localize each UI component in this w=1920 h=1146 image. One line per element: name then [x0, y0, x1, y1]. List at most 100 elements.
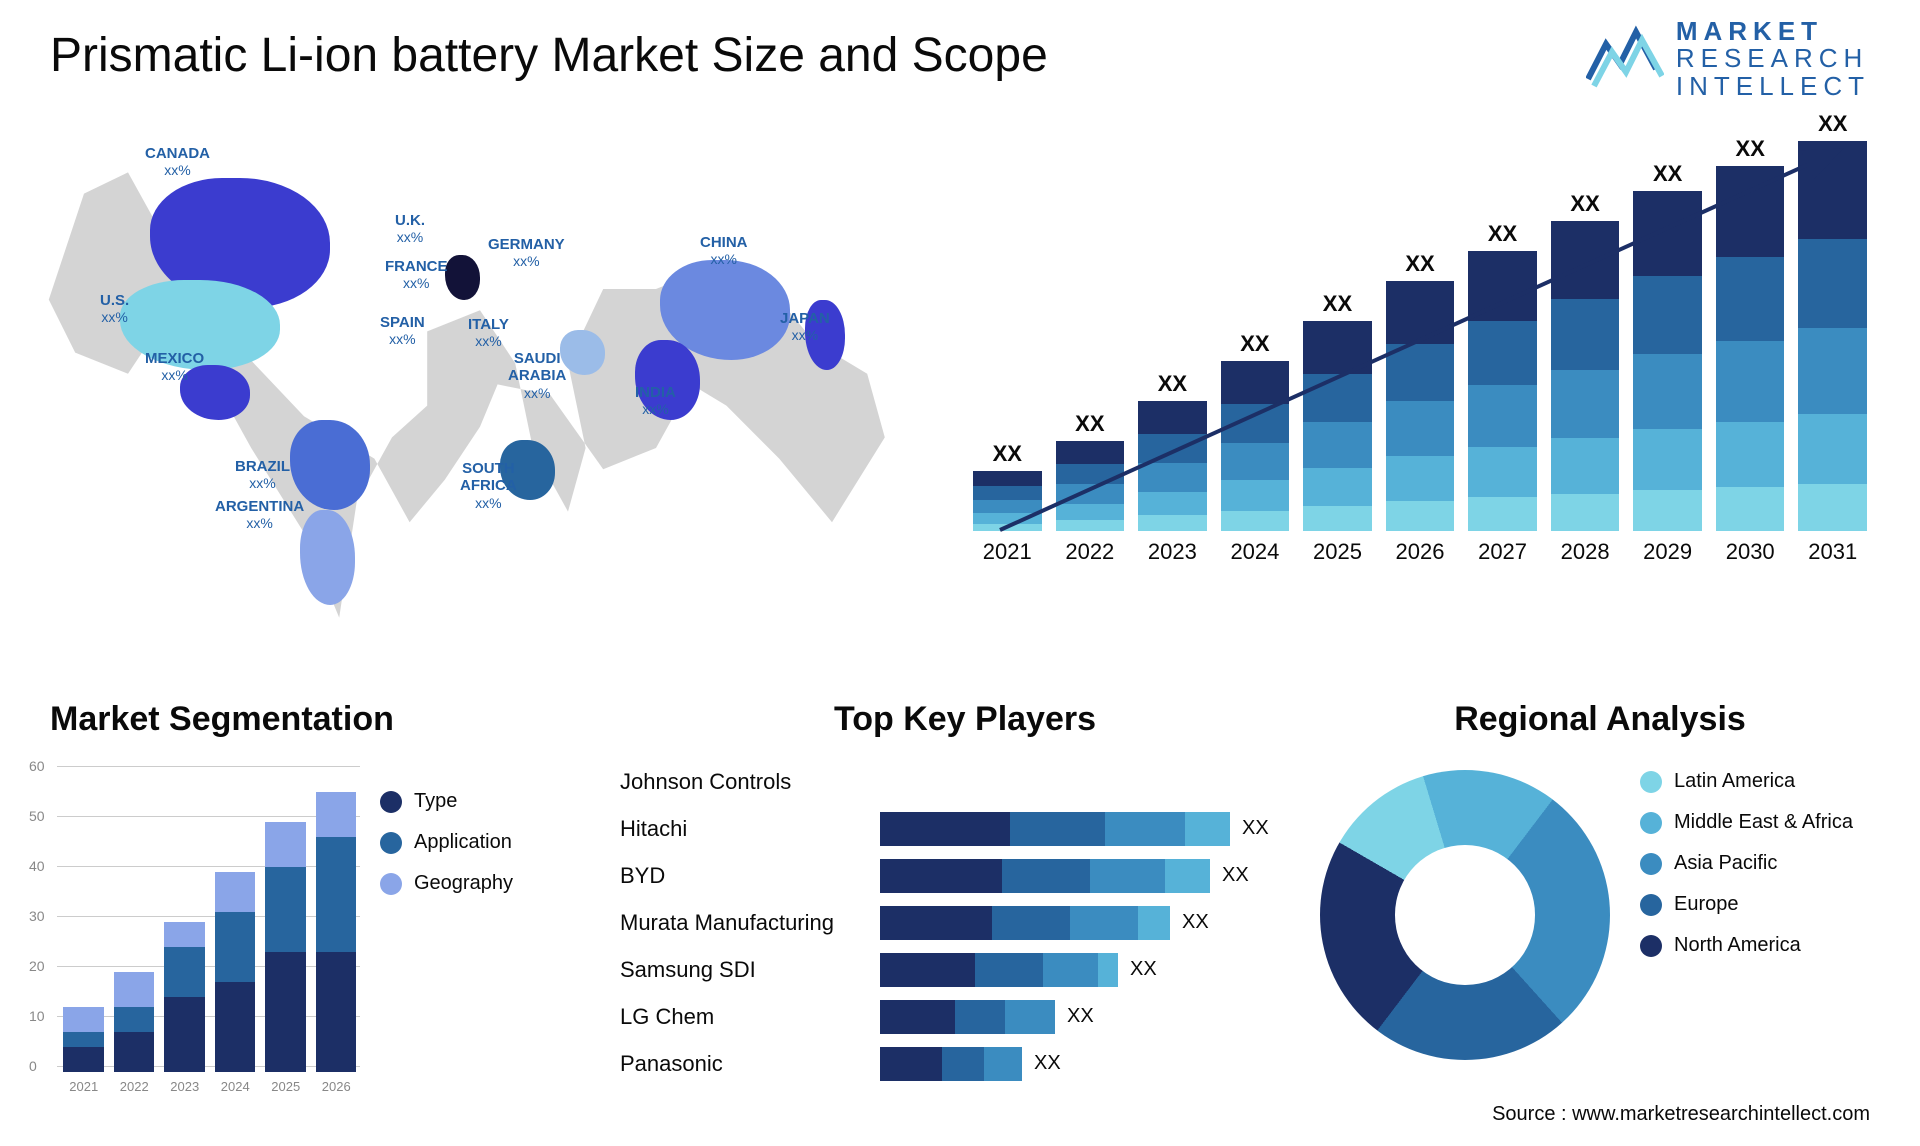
- source-text: Source : www.marketresearchintellect.com: [1492, 1103, 1870, 1126]
- logo-icon: [1586, 24, 1664, 94]
- growth-value-label: XX: [1570, 191, 1599, 217]
- growth-bar-segment: [1386, 501, 1455, 531]
- player-bar: [880, 859, 1210, 893]
- growth-bar-segment: [1716, 487, 1785, 531]
- seg-column: [114, 972, 155, 1072]
- player-bar-segment: [880, 859, 1002, 893]
- growth-column: XX2031: [1795, 111, 1870, 565]
- growth-bar-segment: [1633, 276, 1702, 354]
- growth-bar: [1221, 361, 1290, 531]
- growth-bar-segment: [1138, 401, 1207, 434]
- player-bar-segment: [1098, 953, 1118, 987]
- seg-bar-segment: [265, 952, 306, 1072]
- y-tick-label: 0: [29, 1058, 37, 1074]
- growth-bar-segment: [1798, 239, 1867, 329]
- player-bar: [880, 1047, 1022, 1081]
- regional-title: Regional Analysis: [1320, 700, 1880, 739]
- country-label: ITALYxx%: [468, 316, 509, 351]
- seg-bar-segment: [265, 822, 306, 867]
- growth-bar-segment: [1798, 328, 1867, 414]
- legend-label: Europe: [1674, 893, 1739, 916]
- growth-year-label: 2025: [1313, 539, 1362, 565]
- growth-bar: [1138, 401, 1207, 531]
- growth-bar-segment: [1551, 221, 1620, 299]
- growth-year-label: 2030: [1726, 539, 1775, 565]
- growth-bar: [1716, 166, 1785, 531]
- legend-dot: [380, 832, 402, 854]
- growth-column: XX2027: [1465, 221, 1540, 565]
- player-bar-segment: [1165, 859, 1210, 893]
- growth-bar-segment: [1221, 480, 1290, 511]
- seg-bar-segment: [164, 947, 205, 997]
- growth-bar: [1056, 441, 1125, 531]
- growth-bar-segment: [1468, 497, 1537, 531]
- growth-bar-segment: [1386, 401, 1455, 456]
- segmentation-section: Market Segmentation: [50, 700, 610, 739]
- growth-bar: [1303, 321, 1372, 531]
- growth-bar: [1386, 281, 1455, 531]
- seg-bar-segment: [316, 792, 357, 837]
- growth-bar-segment: [1303, 506, 1372, 531]
- player-bar-segment: [975, 953, 1043, 987]
- seg-bar-segment: [215, 912, 256, 982]
- seg-bar-segment: [114, 1007, 155, 1032]
- player-bar-wrap: XX: [880, 812, 1280, 846]
- players-title: Top Key Players: [650, 700, 1280, 739]
- player-row: PanasonicXX: [620, 1040, 1280, 1087]
- country-label: FRANCExx%: [385, 258, 448, 293]
- growth-value-label: XX: [1323, 291, 1352, 317]
- player-name: BYD: [620, 863, 880, 889]
- growth-bar-segment: [1221, 511, 1290, 531]
- growth-bar-segment: [1633, 490, 1702, 531]
- seg-bar-segment: [265, 867, 306, 952]
- legend-item: Europe: [1640, 893, 1880, 916]
- country-label: CHINAxx%: [700, 234, 748, 269]
- seg-bar-segment: [316, 952, 357, 1072]
- seg-year-label: 2024: [221, 1079, 250, 1094]
- legend-label: Latin America: [1674, 770, 1795, 793]
- growth-bar-segment: [973, 471, 1042, 486]
- growth-year-label: 2021: [983, 539, 1032, 565]
- growth-bar-segment: [1551, 438, 1620, 494]
- legend-dot: [1640, 894, 1662, 916]
- growth-bar-segment: [1056, 520, 1125, 531]
- growth-bar-segment: [1138, 434, 1207, 464]
- growth-bar-segment: [1468, 385, 1537, 447]
- growth-column: XX2021: [970, 441, 1045, 565]
- segmentation-legend: TypeApplicationGeography: [380, 790, 513, 913]
- growth-bar-segment: [1468, 447, 1537, 497]
- growth-bar-segment: [1716, 422, 1785, 488]
- seg-bar-segment: [63, 1032, 104, 1047]
- seg-column: [164, 922, 205, 1072]
- growth-year-label: 2027: [1478, 539, 1527, 565]
- growth-column: XX2029: [1630, 161, 1705, 565]
- growth-column: XX2024: [1218, 331, 1293, 565]
- player-bar-segment: [1090, 859, 1165, 893]
- player-bar-wrap: XX: [880, 953, 1280, 987]
- growth-bar-segment: [1551, 299, 1620, 370]
- player-value: XX: [1182, 911, 1209, 934]
- seg-year-label: 2025: [271, 1079, 300, 1094]
- regional-legend: Latin AmericaMiddle East & AfricaAsia Pa…: [1640, 770, 1880, 975]
- player-bar-wrap: XX: [880, 1047, 1280, 1081]
- player-value: XX: [1130, 958, 1157, 981]
- growth-bar-segment: [1633, 191, 1702, 276]
- growth-bar: [1633, 191, 1702, 531]
- seg-bar-segment: [316, 837, 357, 952]
- growth-year-label: 2026: [1396, 539, 1445, 565]
- player-bar-segment: [1185, 812, 1230, 846]
- growth-bar-segment: [973, 500, 1042, 513]
- growth-chart: XX2021XX2022XX2023XX2024XX2025XX2026XX20…: [970, 135, 1870, 635]
- player-bar-segment: [942, 1047, 984, 1081]
- growth-year-label: 2022: [1065, 539, 1114, 565]
- country-label: U.S.xx%: [100, 292, 129, 327]
- seg-bar-segment: [114, 972, 155, 1007]
- logo-line2: RESEARCH: [1676, 45, 1870, 72]
- player-value: XX: [1034, 1052, 1061, 1075]
- growth-column: XX2028: [1548, 191, 1623, 565]
- growth-bar-segment: [1798, 484, 1867, 531]
- seg-bar-segment: [215, 872, 256, 912]
- player-row: Samsung SDI XX: [620, 946, 1280, 993]
- logo-line3: INTELLECT: [1676, 73, 1870, 100]
- player-name: Samsung SDI: [620, 957, 880, 983]
